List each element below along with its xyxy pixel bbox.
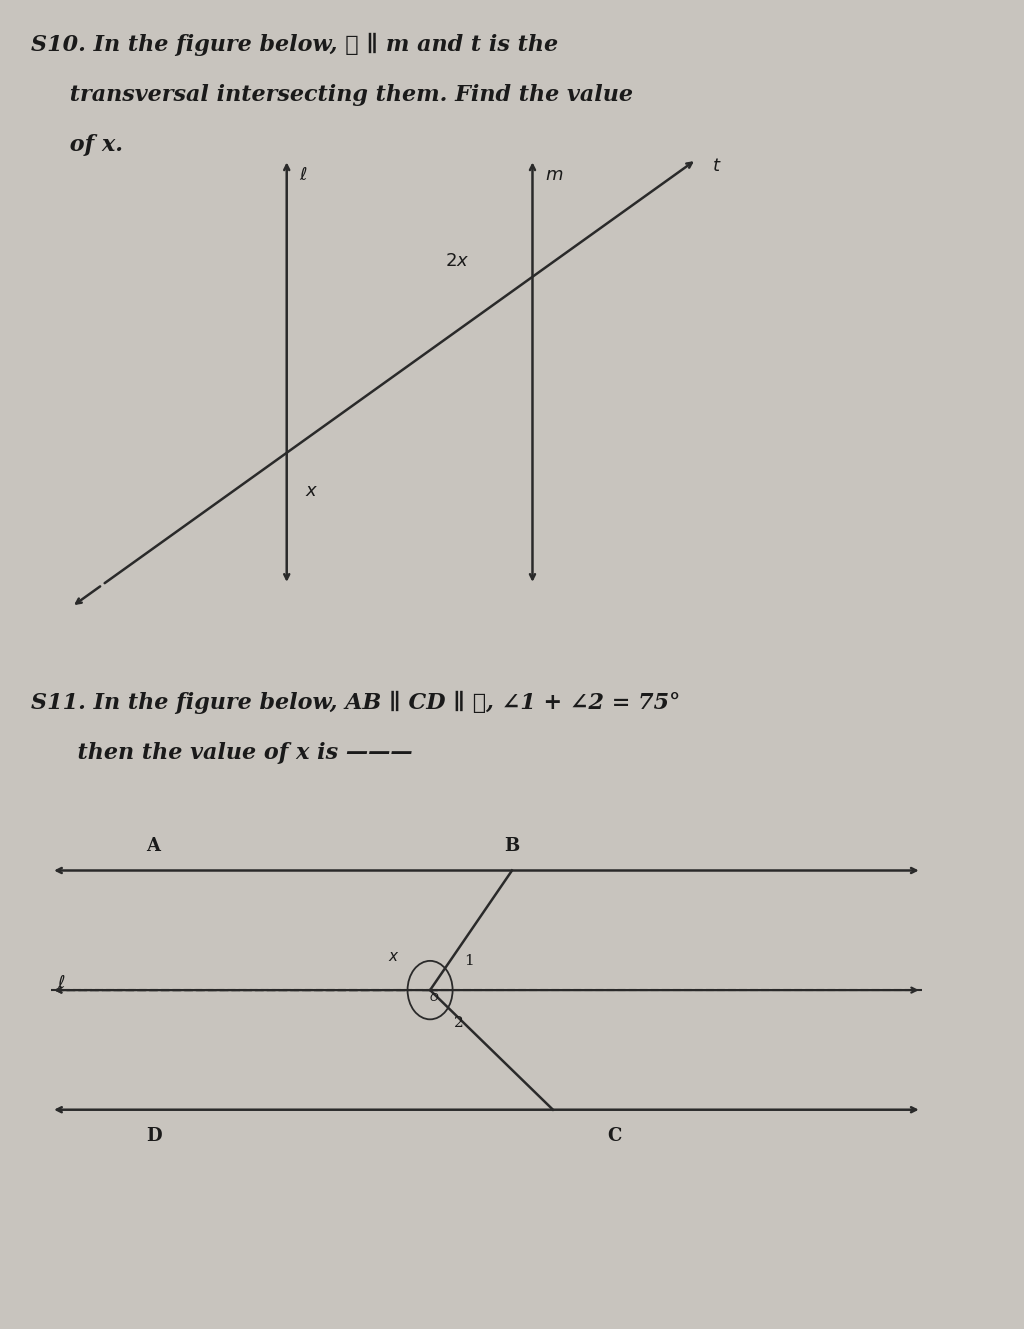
Text: $\ell$: $\ell$ bbox=[299, 166, 307, 185]
Text: $m$: $m$ bbox=[545, 166, 563, 185]
Text: then the value of x is ———: then the value of x is ——— bbox=[31, 742, 413, 764]
Text: 2: 2 bbox=[454, 1017, 464, 1030]
Text: D: D bbox=[145, 1127, 162, 1146]
Text: 1: 1 bbox=[464, 954, 474, 968]
Text: $O$: $O$ bbox=[429, 990, 439, 1003]
Text: C: C bbox=[607, 1127, 622, 1146]
Text: of x.: of x. bbox=[31, 134, 123, 157]
Text: A: A bbox=[146, 836, 161, 855]
Text: $2x$: $2x$ bbox=[445, 253, 470, 270]
Text: $t$: $t$ bbox=[712, 157, 721, 175]
Text: $x$: $x$ bbox=[305, 482, 318, 500]
Text: transversal intersecting them. Find the value: transversal intersecting them. Find the … bbox=[31, 84, 633, 106]
Text: $x$: $x$ bbox=[388, 950, 400, 964]
Text: S11. In the figure below, AB ∥ CD ∥ ℓ, ∠1 + ∠2 = 75°: S11. In the figure below, AB ∥ CD ∥ ℓ, ∠… bbox=[31, 691, 680, 714]
Text: B: B bbox=[505, 836, 519, 855]
Text: S10. In the figure below, ℓ ∥ m and t is the: S10. In the figure below, ℓ ∥ m and t is… bbox=[31, 33, 558, 56]
Text: $\ell$: $\ell$ bbox=[57, 974, 66, 993]
